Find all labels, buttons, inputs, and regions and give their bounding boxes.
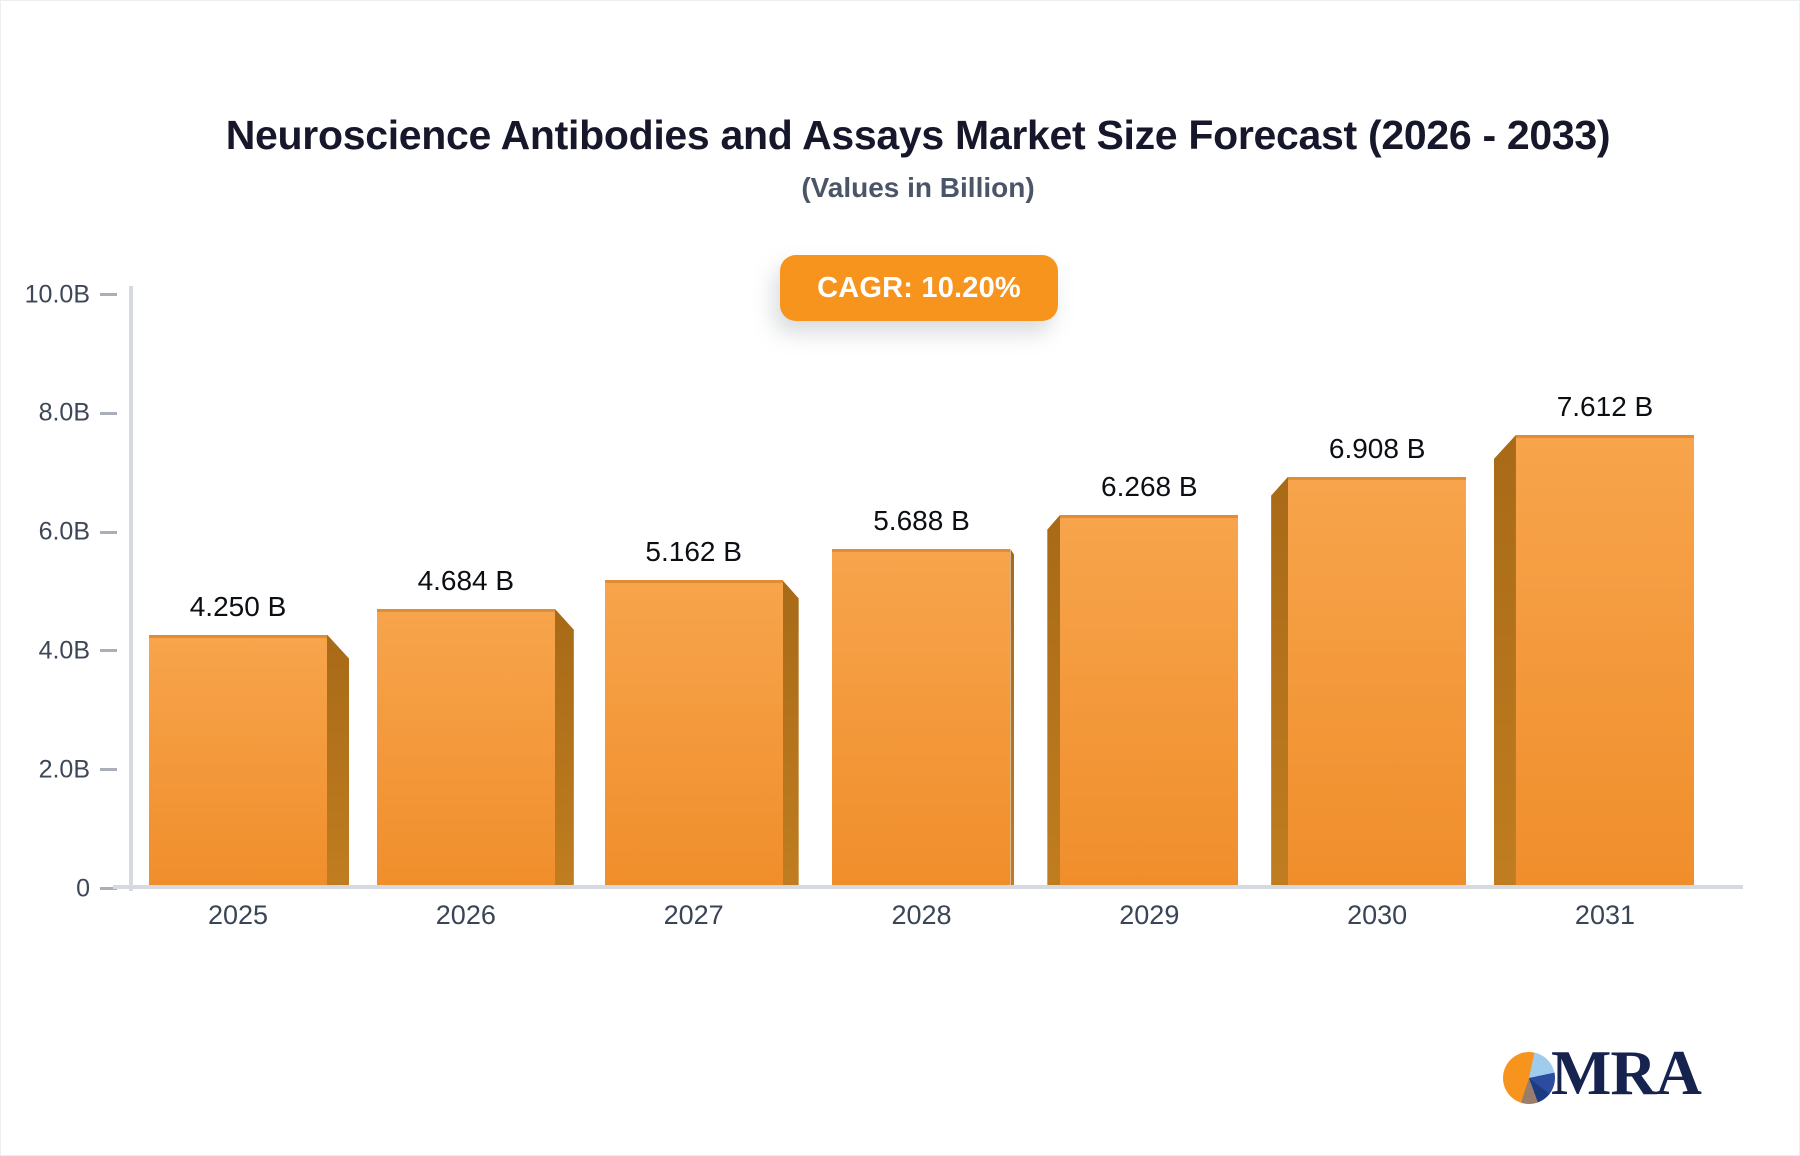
x-axis-label: 2027 [663,900,724,930]
bar-side-shade [1047,514,1061,887]
y-axis-tick-label: 6.0B [38,517,90,546]
y-axis-tick [100,887,117,890]
y-axis-tick [100,411,117,415]
chart-subtitle: (Values in Billion) [801,172,1035,203]
y-axis-line [129,286,133,891]
bar-value-label: 5.688 B [873,505,970,537]
bar-side-shade [327,634,349,887]
mra-pie-icon [1503,1052,1555,1104]
x-axis-label: 2028 [891,900,952,930]
cagr-badge: CAGR: 10.20% [780,255,1058,321]
bar-side-shade [1493,434,1516,887]
bar [1060,514,1239,887]
y-axis-tick-label: 0 [76,874,90,902]
bar-value-label: 5.162 B [645,536,742,568]
y-axis-tick-label: 8.0B [38,398,90,427]
y-axis-tick-label: 2.0B [38,755,90,784]
x-axis-label: 2029 [1119,900,1180,930]
x-axis-label: 2031 [1574,900,1635,930]
x-axis-baseline [113,885,1743,889]
y-axis-tick [100,649,117,653]
y-axis-tick [100,768,117,772]
mra-logo: MRA [1503,1036,1702,1110]
y-axis-tick [100,293,117,296]
y-axis-tick-label: 4.0B [38,636,90,665]
bar-value-label: 6.268 B [1101,470,1198,502]
bar [1288,476,1467,887]
bar-value-label: 4.684 B [417,564,515,596]
bar [1515,434,1694,887]
bar-value-label: 4.250 B [189,590,287,622]
bar-value-label: 6.908 B [1328,432,1426,464]
bar [376,608,555,887]
mra-logo-text: MRA [1551,1037,1702,1108]
bar-side-shade [1010,549,1015,887]
bar [604,580,783,887]
bar-side-shade [554,608,574,887]
bar-side-shade [1271,476,1289,887]
bar [149,634,327,887]
x-axis-label: 2025 [207,900,269,930]
cagr-badge-label: CAGR: 10.20% [817,271,1021,304]
bar [832,549,1011,887]
y-axis-tick-label: 10.0B [24,280,90,308]
bar-side-shade [782,580,799,887]
y-axis-tick [100,530,117,534]
chart-title: Neuroscience Antibodies and Assays Marke… [225,112,1611,158]
bar-value-label: 7.612 B [1556,390,1654,422]
x-axis-label: 2030 [1347,900,1408,930]
x-axis-label: 2026 [435,900,496,930]
